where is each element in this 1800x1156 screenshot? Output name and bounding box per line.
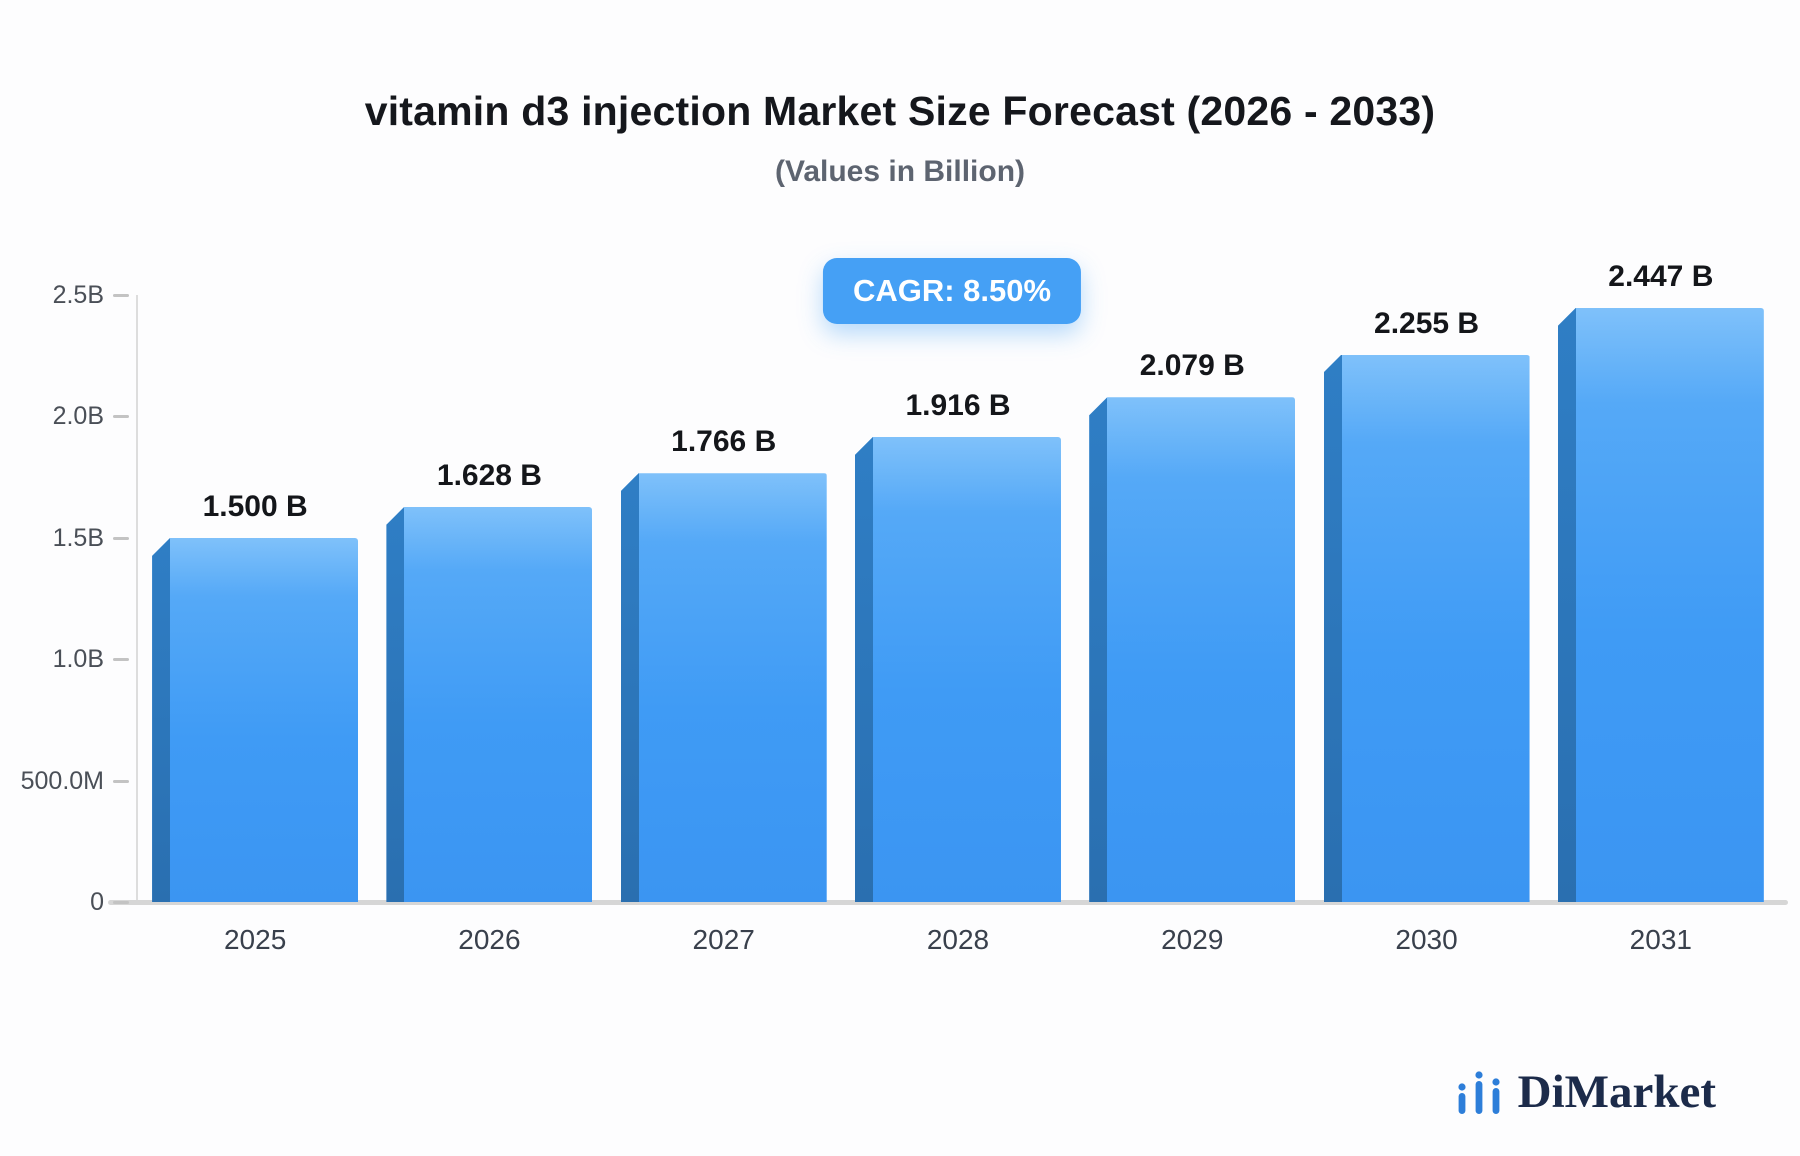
x-tick-label: 2025 <box>223 924 287 955</box>
x-tick-label: 2030 <box>1395 924 1458 955</box>
cagr-badge: CAGR: 8.50% <box>822 258 1082 324</box>
y-tick-label: 500.0M <box>20 766 104 795</box>
y-tick-label: 1.0B <box>52 645 104 674</box>
bar <box>1323 354 1530 902</box>
y-tick-mark <box>113 901 129 904</box>
bar-value-label: 2.079 B <box>1139 349 1245 383</box>
brand-logo: DiMarket <box>1453 1065 1716 1118</box>
bar-value-label: 2.447 B <box>1608 259 1714 293</box>
y-tick-label: 2.5B <box>52 281 104 309</box>
bar-group: 2.447 B 2031 <box>1544 260 1778 955</box>
bar <box>1089 397 1296 902</box>
bar <box>854 436 1061 902</box>
y-tick-mark <box>113 415 129 419</box>
y-tick-mark <box>113 294 129 297</box>
y-tick-mark <box>113 779 129 783</box>
y-tick-mark <box>113 536 129 540</box>
bars-plot-area: 1.500 B 2025 1.628 B 2026 1.766 B 2027 1.916 B… <box>138 260 1778 955</box>
x-tick-label: 2028 <box>926 924 990 955</box>
bar-value-label: 2.255 B <box>1374 306 1480 340</box>
bar-group: 1.766 B 2027 <box>607 295 841 955</box>
bar-chart-logo-icon <box>1458 1071 1500 1114</box>
bar <box>386 506 593 902</box>
x-tick-label: 2027 <box>692 924 755 955</box>
x-tick-label: 2031 <box>1629 924 1692 955</box>
bar-value-label: 1.916 B <box>905 388 1011 422</box>
bar <box>152 537 359 902</box>
x-tick-label: 2029 <box>1161 924 1224 955</box>
bar <box>1557 307 1764 902</box>
bar-group: 2.079 B 2029 <box>1075 295 1309 955</box>
x-tick-label: 2026 <box>458 924 521 955</box>
y-tick-label: 0 <box>90 888 104 916</box>
chart-subtitle: (Values in Billion) <box>774 155 1026 188</box>
x-axis-baseline <box>108 900 1788 905</box>
chart-title: vitamin d3 injection Market Size Forecas… <box>364 88 1436 134</box>
y-tick-label: 2.0B <box>52 402 104 431</box>
bar-value-label: 1.500 B <box>202 489 308 523</box>
bar-group: 2.255 B 2030 <box>1309 295 1543 955</box>
bar-group: 1.628 B 2026 <box>372 295 606 955</box>
brand-name: DiMarket <box>1517 1065 1716 1118</box>
bar-group: 1.500 B 2025 <box>138 295 372 955</box>
bar <box>620 473 827 902</box>
bar-value-label: 1.628 B <box>436 458 542 492</box>
y-tick-label: 1.5B <box>52 523 104 552</box>
bar-group: 1.916 B 2028 <box>841 295 1075 955</box>
y-tick-mark <box>113 658 129 662</box>
y-axis-line <box>136 295 138 902</box>
bar-value-label: 1.766 B <box>671 425 777 459</box>
